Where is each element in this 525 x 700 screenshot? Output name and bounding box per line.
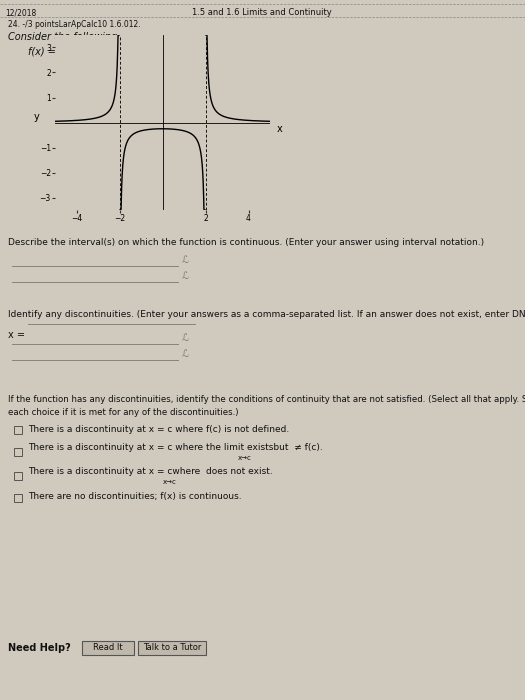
Text: x: x — [277, 124, 282, 134]
Text: 1.5 and 1.6 Limits and Continuity: 1.5 and 1.6 Limits and Continuity — [192, 8, 332, 17]
Bar — [14, 448, 22, 456]
Text: Describe the interval(s) on which the function is continuous. (Enter your answer: Describe the interval(s) on which the fu… — [8, 238, 484, 247]
Text: Consider the following.: Consider the following. — [8, 32, 120, 42]
Text: Need Help?: Need Help? — [8, 643, 71, 653]
Text: x→c: x→c — [238, 455, 252, 461]
Text: There is a discontinuity at x = c where the limit exists​but  ≠ f(c).: There is a discontinuity at x = c where … — [28, 444, 323, 452]
Bar — [14, 426, 22, 434]
Text: each choice if it is met for any of the discontinuities.): each choice if it is met for any of the … — [8, 408, 238, 417]
Text: f(x) =: f(x) = — [28, 47, 56, 57]
Text: 1: 1 — [69, 50, 75, 60]
Text: Identify any discontinuities. (Enter your answers as a comma-separated list. If : Identify any discontinuities. (Enter you… — [8, 310, 525, 319]
Bar — [14, 472, 22, 480]
Bar — [138, 641, 206, 655]
Bar — [14, 494, 22, 502]
Text: ℒ: ℒ — [182, 255, 189, 265]
Y-axis label: y: y — [34, 113, 40, 122]
Text: There is a discontinuity at x = c where f(c) is not defined.: There is a discontinuity at x = c where … — [28, 424, 289, 433]
Bar — [82, 641, 134, 655]
Text: Read It: Read It — [93, 643, 123, 652]
Text: ℒ: ℒ — [182, 349, 189, 359]
Text: If the function has any discontinuities, identify the conditions of continuity t: If the function has any discontinuities,… — [8, 395, 525, 404]
Text: x² − 4: x² − 4 — [58, 57, 86, 66]
Text: x→c: x→c — [163, 479, 177, 485]
Text: ℒ: ℒ — [182, 271, 189, 281]
Text: 24. -/3 pointsLarApCalc10 1.6.012.: 24. -/3 pointsLarApCalc10 1.6.012. — [8, 20, 141, 29]
Text: There is a discontinuity at x = c​where  does not exist.: There is a discontinuity at x = c​where … — [28, 468, 273, 477]
Text: ℒ: ℒ — [182, 333, 189, 343]
Text: 12/2018: 12/2018 — [5, 8, 36, 17]
Text: x =: x = — [8, 330, 25, 340]
Text: Talk to a Tutor: Talk to a Tutor — [143, 643, 201, 652]
Text: There are no discontinuities; f(x) is continuous.: There are no discontinuities; f(x) is co… — [28, 493, 242, 501]
